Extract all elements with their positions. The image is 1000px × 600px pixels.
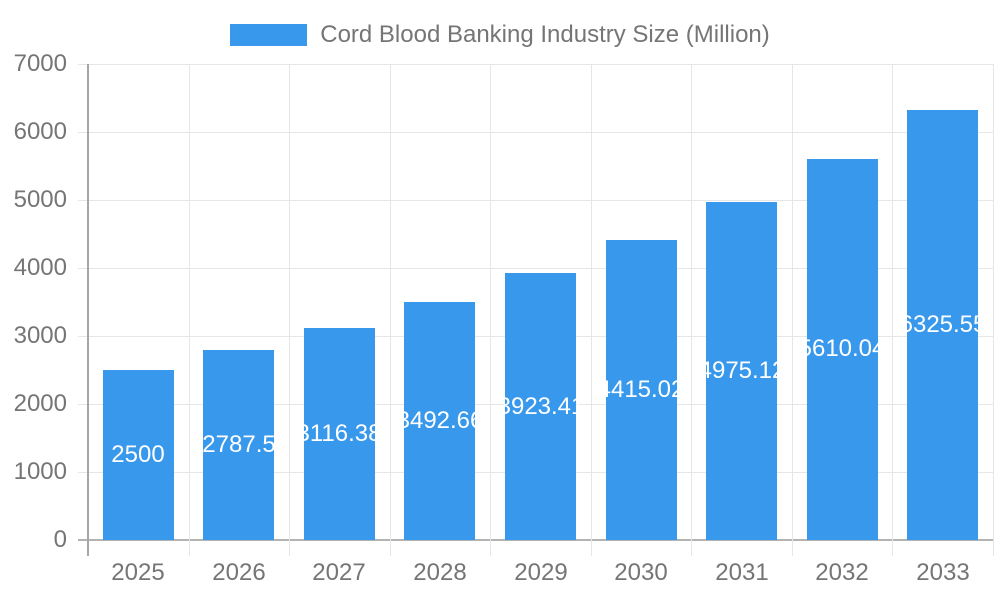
y-tick-label: 0 bbox=[53, 526, 67, 553]
legend-swatch bbox=[230, 24, 308, 46]
y-tick-label: 7000 bbox=[13, 50, 67, 77]
gridline-h bbox=[78, 268, 993, 269]
bar-value-label: 2787.5 bbox=[202, 431, 276, 458]
bar-value-label: 3116.38 bbox=[296, 420, 382, 447]
gridline-v bbox=[189, 64, 190, 556]
gridline-v bbox=[892, 64, 893, 556]
bar-2028[interactable] bbox=[404, 302, 475, 540]
gridline-v bbox=[591, 64, 592, 556]
x-tick-label: 2025 bbox=[111, 559, 165, 586]
x-tick-label: 2028 bbox=[413, 559, 467, 586]
bar-value-label: 4415.02 bbox=[597, 376, 685, 403]
x-tick-label: 2027 bbox=[312, 559, 366, 586]
bar-2032[interactable] bbox=[807, 159, 878, 540]
y-tick-label: 2000 bbox=[13, 390, 67, 417]
gridline-h bbox=[78, 64, 993, 65]
y-axis-line bbox=[87, 64, 89, 556]
gridline-v bbox=[289, 64, 290, 556]
legend[interactable]: Cord Blood Banking Industry Size (Millio… bbox=[0, 21, 1000, 49]
gridline-v bbox=[390, 64, 391, 556]
y-tick-label: 5000 bbox=[13, 186, 67, 213]
y-tick-label: 3000 bbox=[13, 322, 67, 349]
gridline-v bbox=[792, 64, 793, 556]
bar-value-label: 3492.66 bbox=[396, 407, 484, 434]
x-axis-line bbox=[78, 539, 993, 541]
y-tick-label: 4000 bbox=[13, 254, 67, 281]
bar-2025[interactable] bbox=[103, 370, 174, 540]
y-tick-label: 6000 bbox=[13, 118, 67, 145]
bar-value-label: 2500 bbox=[111, 441, 165, 468]
bar-2031[interactable] bbox=[706, 202, 777, 540]
gridline-v bbox=[691, 64, 692, 556]
gridline-v bbox=[490, 64, 491, 556]
x-tick-label: 2031 bbox=[715, 559, 769, 586]
gridline-v bbox=[993, 64, 994, 556]
bar-2030[interactable] bbox=[606, 240, 677, 540]
bar-value-label: 5610.04 bbox=[798, 335, 886, 362]
y-tick-label: 1000 bbox=[13, 458, 67, 485]
x-tick-label: 2026 bbox=[212, 559, 266, 586]
x-tick-label: 2032 bbox=[815, 559, 869, 586]
bar-value-label: 4975.12 bbox=[698, 357, 786, 384]
bar-value-label: 3923.41 bbox=[497, 393, 585, 420]
legend-label: Cord Blood Banking Industry Size (Millio… bbox=[320, 21, 770, 48]
bar-value-label: 6325.55 bbox=[899, 311, 987, 338]
x-tick-label: 2030 bbox=[614, 559, 668, 586]
gridline-h bbox=[78, 200, 993, 201]
x-tick-label: 2029 bbox=[514, 559, 568, 586]
bar-2026[interactable] bbox=[203, 350, 274, 540]
gridline-h bbox=[78, 132, 993, 133]
bar-2027[interactable] bbox=[304, 328, 375, 540]
bar-2029[interactable] bbox=[505, 273, 576, 540]
bar-2033[interactable] bbox=[907, 110, 978, 540]
x-tick-label: 2033 bbox=[916, 559, 970, 586]
